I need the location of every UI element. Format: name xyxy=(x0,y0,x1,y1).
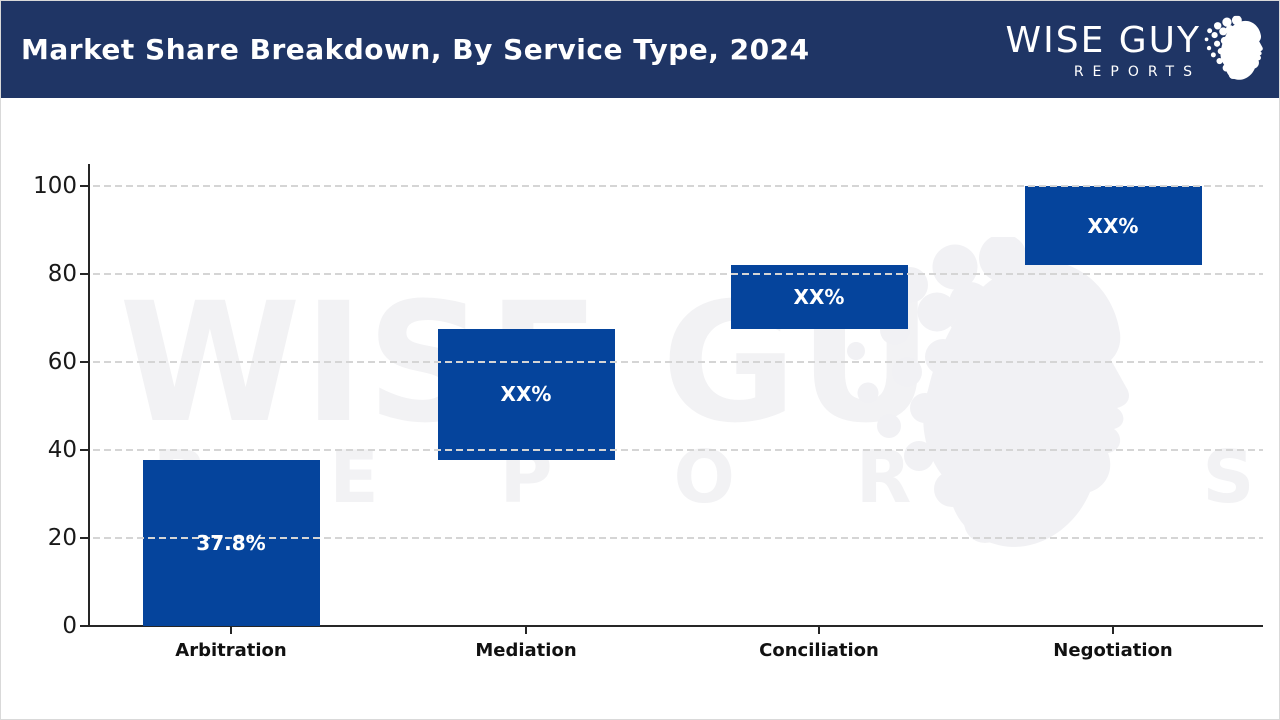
bar-segment: XX% xyxy=(437,329,615,460)
x-axis-label: Mediation xyxy=(475,640,577,661)
gridline xyxy=(93,185,1263,187)
y-tick-mark xyxy=(80,273,88,275)
y-tick-label: 80 xyxy=(47,261,77,287)
gridline xyxy=(93,537,1263,539)
y-tick-label: 60 xyxy=(47,349,77,375)
y-tick-mark xyxy=(80,185,88,187)
logo-face-icon xyxy=(1201,13,1269,93)
bar-segment: 37.8% xyxy=(142,459,320,626)
x-axis-label: Negotiation xyxy=(1053,640,1173,661)
x-tick-mark xyxy=(230,627,232,634)
gridline xyxy=(93,361,1263,363)
logo-text: WISE GUY REPORTS xyxy=(1005,20,1202,81)
bar-value-label: XX% xyxy=(500,382,552,407)
y-tick-mark xyxy=(80,449,88,451)
bar-segment: XX% xyxy=(730,265,908,329)
x-tick-mark xyxy=(525,627,527,634)
x-axis xyxy=(88,625,1263,627)
x-tick-mark xyxy=(818,627,820,634)
y-tick-mark xyxy=(80,625,88,627)
gridline xyxy=(93,273,1263,275)
page-title: Market Share Breakdown, By Service Type,… xyxy=(21,33,810,66)
gridline xyxy=(93,449,1263,451)
y-tick-label: 0 xyxy=(62,613,77,639)
y-tick-mark xyxy=(80,537,88,539)
bar-value-label: XX% xyxy=(1087,213,1139,238)
y-tick-label: 20 xyxy=(47,525,77,551)
x-axis-label: Conciliation xyxy=(759,640,879,661)
y-tick-label: 40 xyxy=(47,437,77,463)
brand-logo: WISE GUY REPORTS xyxy=(1003,7,1273,93)
y-tick-label: 100 xyxy=(33,173,77,199)
y-axis xyxy=(88,164,90,627)
bar-segment: XX% xyxy=(1024,186,1202,266)
x-tick-mark xyxy=(1112,627,1114,634)
logo-subtitle: REPORTS xyxy=(1073,64,1201,80)
header: Market Share Breakdown, By Service Type,… xyxy=(1,1,1279,98)
y-tick-mark xyxy=(80,361,88,363)
logo-wordmark: WISE GUY xyxy=(1005,20,1201,61)
x-axis-label: Arbitration xyxy=(175,640,287,661)
bar-value-label: XX% xyxy=(793,285,845,310)
bar-value-label: 37.8% xyxy=(196,530,266,555)
